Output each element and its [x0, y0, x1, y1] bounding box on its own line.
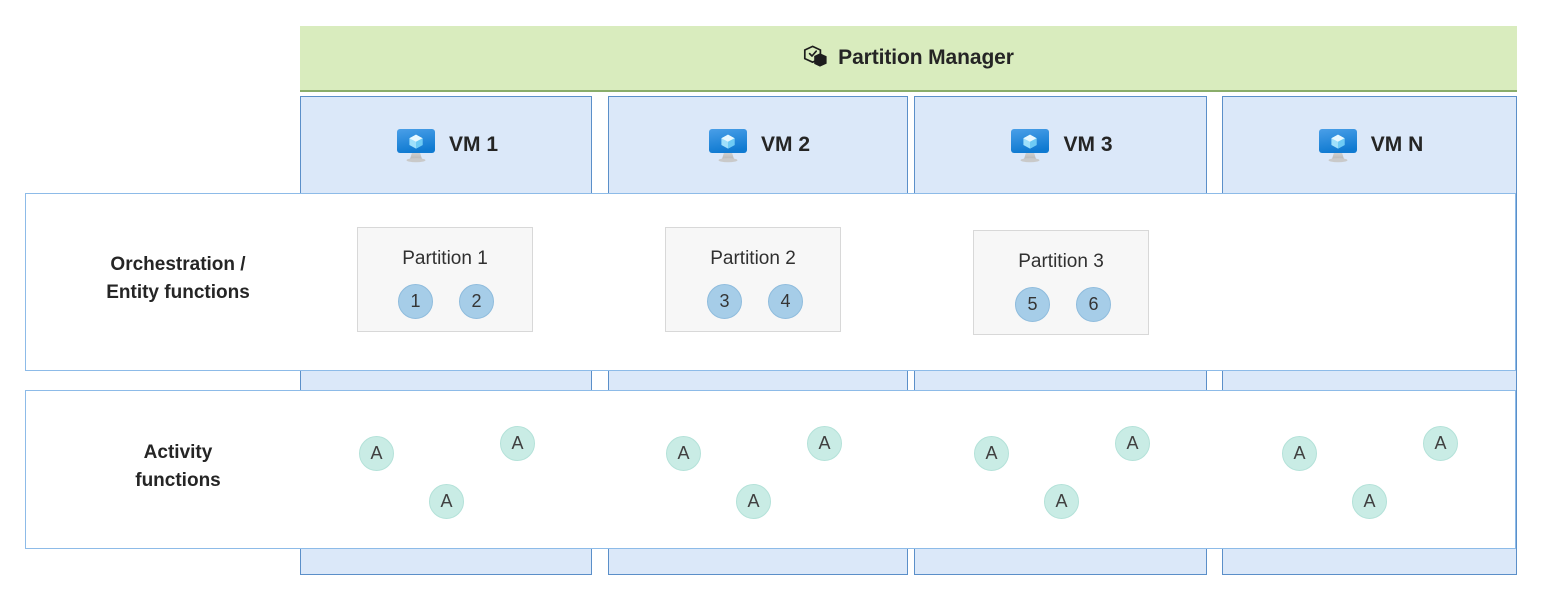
partition-manager-title-group: Partition Manager — [803, 45, 1014, 71]
partition-card-1: Partition 1 1 2 — [357, 227, 533, 332]
partition-chip-2: 2 — [459, 284, 494, 319]
activity-chip: A — [1044, 484, 1079, 519]
vm-label-vm-3: VM 3 — [1063, 133, 1113, 156]
partition-title-2: Partition 2 — [710, 248, 796, 269]
row-label-line2: functions — [135, 470, 221, 491]
azure-virtual-machine-icon — [1318, 129, 1357, 163]
partition-chip-6: 6 — [1076, 287, 1111, 322]
partition-card-3: Partition 3 5 6 — [973, 230, 1149, 335]
partition-title-3: Partition 3 — [1018, 251, 1104, 272]
activity-chip: A — [974, 436, 1009, 471]
partition-manager-box-check-icon — [804, 45, 827, 67]
row-label-line2: Entity functions — [106, 282, 250, 303]
orchestration-entity-functions-row: Orchestration / Entity functions Partiti… — [25, 193, 1516, 371]
activity-chip: A — [807, 426, 842, 461]
vm-header-vm-3: VM 3 — [914, 96, 1207, 194]
activity-chip: A — [1352, 484, 1387, 519]
activity-chip: A — [666, 436, 701, 471]
vm-header-vm-2: VM 2 — [608, 96, 908, 194]
azure-virtual-machine-icon — [1011, 129, 1050, 163]
activity-functions-row: Activity functions A A A A A A A A A A A… — [25, 390, 1516, 549]
row-label-activity: Activity functions — [43, 439, 313, 495]
partition-chip-4: 4 — [768, 284, 803, 319]
activity-chip: A — [429, 484, 464, 519]
azure-virtual-machine-icon — [396, 129, 435, 163]
vm-header-vm-n: VM N — [1222, 96, 1517, 194]
partition-card-2: Partition 2 3 4 — [665, 227, 841, 332]
partition-chip-3: 3 — [707, 284, 742, 319]
partition-chip-1: 1 — [398, 284, 433, 319]
activity-chip: A — [1423, 426, 1458, 461]
activity-chip: A — [359, 436, 394, 471]
row-label-line1: Activity — [143, 442, 213, 463]
vm-label-vm-n: VM N — [1370, 133, 1424, 156]
azure-virtual-machine-icon — [708, 129, 747, 163]
activity-chip: A — [1282, 436, 1317, 471]
activity-chip: A — [1115, 426, 1150, 461]
vm-header-vm-1: VM 1 — [300, 96, 592, 194]
partition-title-1: Partition 1 — [402, 248, 488, 269]
partition-manager-label: Partition Manager — [838, 46, 1014, 69]
row-label-line1: Orchestration / — [110, 254, 246, 275]
partition-manager-band: Partition Manager — [300, 26, 1517, 92]
activity-chip: A — [500, 426, 535, 461]
vm-label-vm-1: VM 1 — [448, 133, 498, 156]
vm-label-vm-2: VM 2 — [760, 133, 810, 156]
partition-chip-5: 5 — [1015, 287, 1050, 322]
row-label-orchestration: Orchestration / Entity functions — [43, 251, 313, 307]
activity-chip: A — [736, 484, 771, 519]
